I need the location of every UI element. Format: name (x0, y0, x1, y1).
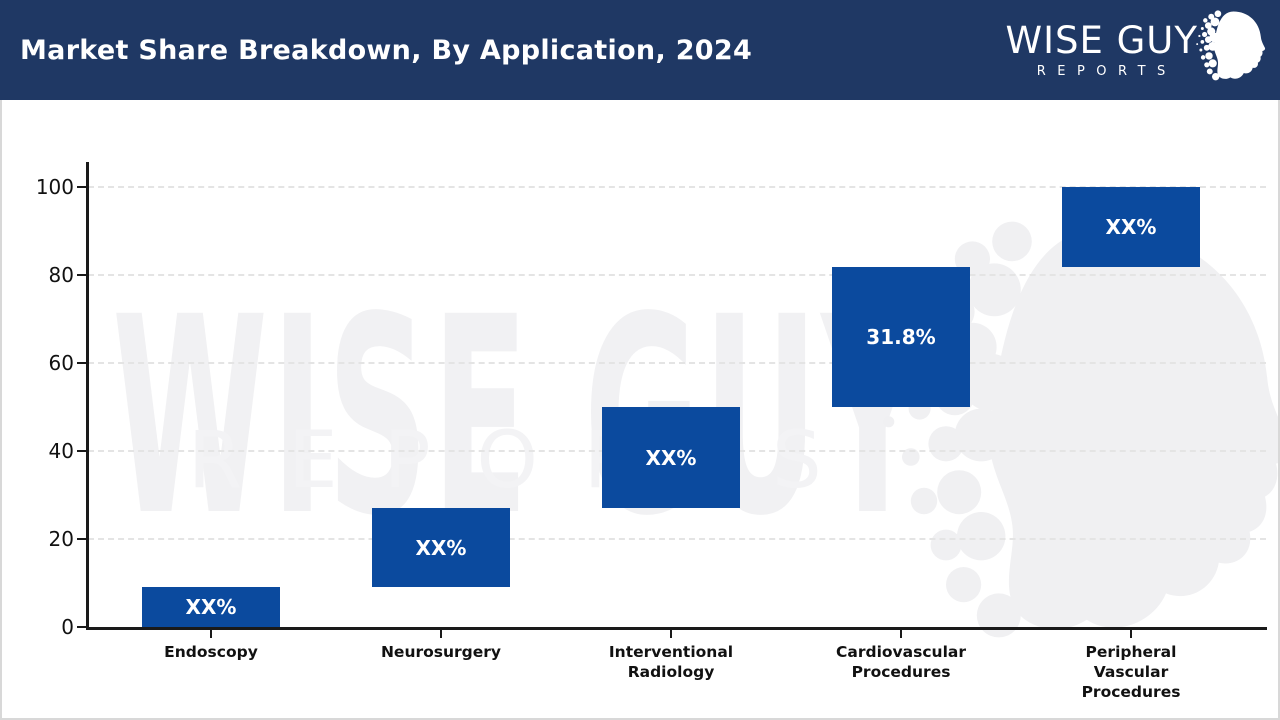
gridline-60 (88, 362, 1266, 364)
bar-label-cardiovascular-procedures: 31.8% (866, 325, 936, 350)
x-tick-cardiovascular-procedures (900, 629, 902, 638)
y-tick-label-20: 20 (48, 527, 74, 551)
y-tick-100 (77, 186, 87, 188)
x-tick-peripheral-vascular-procedures (1130, 629, 1132, 638)
brand-logo: WISE GUY REPORTS (1006, 8, 1266, 92)
y-tick-60 (77, 362, 87, 364)
chart-area: WISE GUY REPORTS 0 20 40 60 80 100 XX% Endoscop… (0, 100, 1280, 720)
gridline-100 (88, 186, 1266, 188)
x-tick-interventional-radiology (670, 629, 672, 638)
y-tick-20 (77, 538, 87, 540)
watermark-title: WISE GUY (112, 260, 927, 576)
x-tick-endoscopy (210, 629, 212, 638)
watermark-subtitle: REPORTS (188, 416, 868, 506)
y-tick-0 (77, 626, 87, 628)
y-tick-label-100: 100 (35, 175, 74, 199)
bar-endoscopy: XX% (142, 587, 280, 627)
y-tick-label-60: 60 (48, 351, 74, 375)
bar-label-neurosurgery: XX% (415, 535, 467, 560)
bar-neurosurgery: XX% (372, 508, 510, 588)
y-tick-40 (77, 450, 87, 452)
y-axis-line (86, 162, 89, 629)
category-label-endoscopy: Endoscopy (164, 643, 258, 661)
bar-label-endoscopy: XX% (185, 595, 237, 620)
category-label-neurosurgery: Neurosurgery (380, 643, 502, 661)
bar-interventional-radiology: XX% (602, 407, 740, 509)
brand-logo-subtitle: REPORTS (1036, 63, 1177, 79)
y-tick-label-0: 0 (61, 615, 74, 639)
brand-logo-title: WISE GUY (1005, 18, 1198, 62)
y-tick-label-40: 40 (48, 439, 74, 463)
x-tick-neurosurgery (440, 629, 442, 638)
header-banner: Market Share Breakdown, By Application, … (0, 0, 1280, 100)
gridline-80 (88, 274, 1266, 276)
page-title: Market Share Breakdown, By Application, … (20, 34, 753, 66)
bar-cardiovascular-procedures: 31.8% (832, 267, 970, 407)
bar-peripheral-vascular-procedures: XX% (1062, 187, 1200, 268)
bar-label-interventional-radiology: XX% (645, 445, 697, 470)
gridline-20 (88, 538, 1266, 540)
x-axis-line (86, 627, 1267, 630)
category-label-cardiovascular-procedures: Cardiovascular Procedures (836, 643, 966, 681)
brand-logo-text: WISE GUY REPORTS (1006, 22, 1198, 79)
y-tick-80 (77, 274, 87, 276)
category-label-interventional-radiology: Interventional Radiology (608, 643, 734, 681)
y-tick-label-80: 80 (48, 263, 74, 287)
bar-label-peripheral-vascular-procedures: XX% (1105, 215, 1157, 240)
category-label-peripheral-vascular-procedures: Peripheral Vascular Procedures (1081, 643, 1181, 701)
watermark-brain-icon (883, 221, 1280, 638)
brand-head-icon (1196, 10, 1266, 81)
